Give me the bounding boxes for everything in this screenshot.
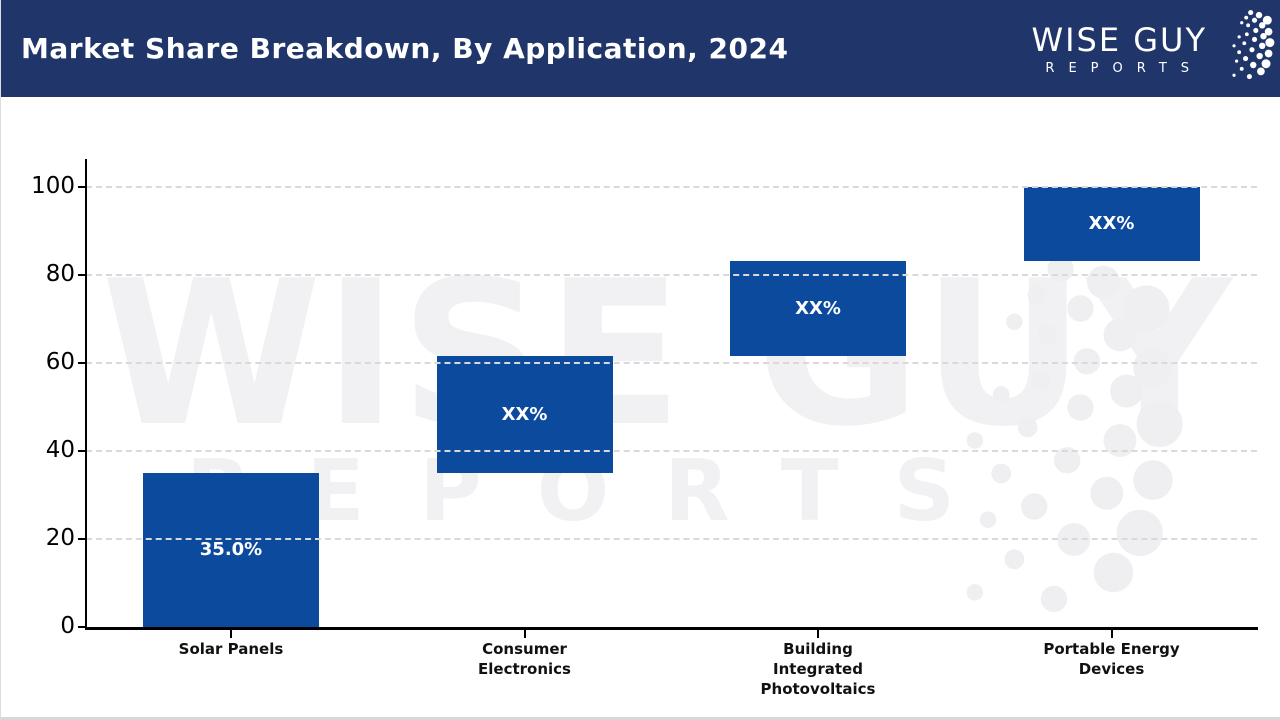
- y-tick-mark: [78, 273, 86, 276]
- wise-guy-logo: WISE GUY REPORTS: [1031, 0, 1280, 97]
- gridline: [86, 273, 1257, 276]
- y-axis-line: [85, 159, 87, 630]
- bottom-border: [1, 717, 1280, 720]
- bar-value-label: XX%: [795, 298, 841, 320]
- gridline: [86, 537, 1257, 540]
- logo-subtitle: REPORTS: [1045, 61, 1204, 76]
- y-tick-label: 100: [31, 172, 75, 199]
- y-tick-label: 0: [60, 613, 75, 639]
- dot-face-icon: [1232, 9, 1275, 79]
- bar-segment: 35.0%: [143, 472, 319, 627]
- x-axis-line: [85, 627, 1258, 630]
- gridline: [86, 185, 1257, 188]
- logo-wordmark: WISE GUY: [1031, 21, 1207, 59]
- y-tick-label: 80: [45, 260, 75, 287]
- bar-segment: XX%: [730, 261, 906, 357]
- y-tick-mark: [78, 626, 86, 628]
- chart-area: WISE GUY REPORTS 0 20 40 60 80 100 35.0% XX% XX%…: [1, 97, 1280, 720]
- x-category-label: Building Integrated Photovoltaics: [760, 640, 876, 698]
- bar-value-label: XX%: [501, 403, 548, 425]
- gridline: [86, 449, 1257, 452]
- header-bar: Market Share Breakdown, By Application, …: [1, 0, 1280, 97]
- y-tick-label: 20: [45, 524, 75, 551]
- x-category-label: Solar Panels: [178, 640, 284, 658]
- bar-segment: XX%: [1023, 186, 1200, 262]
- x-tick-mark: [1110, 630, 1113, 638]
- y-tick-label: 60: [45, 348, 75, 375]
- bar-value-label: 35.0%: [199, 539, 263, 561]
- x-tick-mark: [523, 630, 526, 638]
- bar-value-label: XX%: [1088, 213, 1135, 235]
- x-tick-mark: [230, 630, 232, 638]
- x-category-label: Portable Energy Devices: [1043, 640, 1180, 678]
- gridline: [86, 361, 1257, 364]
- logo-text: WISE GUY REPORTS: [1031, 21, 1207, 76]
- y-tick-mark: [78, 449, 86, 452]
- y-tick-mark: [78, 361, 86, 364]
- chart-title: Market Share Breakdown, By Application, …: [21, 32, 789, 65]
- y-tick-mark: [78, 185, 86, 188]
- bar-segment: XX%: [436, 356, 613, 473]
- y-tick-mark: [78, 537, 86, 540]
- x-tick-mark: [817, 630, 819, 638]
- y-tick-label: 40: [45, 436, 75, 463]
- x-category-label: Consumer Electronics: [478, 640, 571, 678]
